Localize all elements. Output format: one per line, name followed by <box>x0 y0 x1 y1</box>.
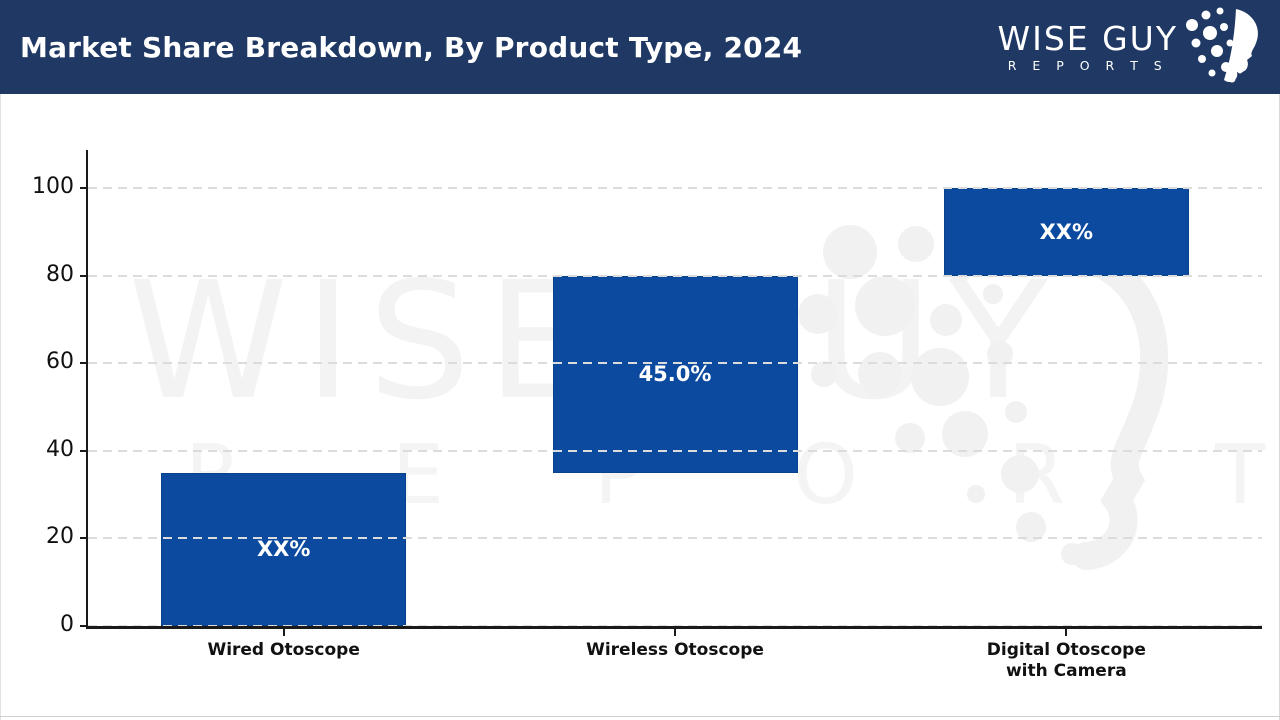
x-axis-category-label: Wireless Otoscope <box>586 640 764 660</box>
y-axis-line <box>86 150 88 628</box>
x-axis-category-label: Wired Otoscope <box>207 640 360 660</box>
y-gridline <box>88 537 1262 540</box>
y-axis-tick <box>80 537 88 540</box>
y-axis-tick <box>80 274 88 277</box>
y-axis-tick <box>80 449 88 452</box>
y-gridline <box>88 274 1262 277</box>
header-bar: Market Share Breakdown, By Product Type,… <box>0 0 1280 94</box>
bar-value-label: XX% <box>256 537 311 562</box>
logo-name: WISE GUY <box>997 18 1178 58</box>
x-axis-category-label: Digital Otoscope with Camera <box>986 640 1146 682</box>
bar-segment <box>552 275 798 473</box>
y-axis-tick-label: 40 <box>46 436 74 462</box>
bottom-border-line <box>0 716 1280 717</box>
y-axis-tick-label: 20 <box>46 524 74 550</box>
bar-value-label: 45.0% <box>638 362 712 387</box>
y-axis-tick-label: 60 <box>46 349 74 375</box>
x-axis-tick <box>282 629 285 636</box>
page-title: Market Share Breakdown, By Product Type,… <box>20 30 803 64</box>
x-axis-line <box>86 626 1262 629</box>
y-gridline <box>88 449 1262 452</box>
y-axis-tick-label: 80 <box>46 261 74 287</box>
y-axis-tick-label: 0 <box>60 612 74 637</box>
bar-value-label: XX% <box>1039 219 1094 244</box>
y-axis-tick <box>80 625 88 627</box>
wise-guy-reports-logo: WISE GUY R E P O R T S <box>997 5 1280 89</box>
y-axis-tick-label: 100 <box>32 174 74 199</box>
x-axis-tick <box>1065 629 1068 636</box>
y-axis-tick <box>80 187 88 189</box>
y-axis-tick <box>80 362 88 365</box>
y-gridline <box>88 362 1262 365</box>
logo-dotted-head-icon <box>1186 7 1258 83</box>
y-gridline <box>88 187 1262 189</box>
logo-tagline: R E P O R T S <box>1007 57 1168 73</box>
bar-segment <box>161 472 407 626</box>
x-axis-tick <box>674 629 676 636</box>
logo-text: WISE GUY R E P O R T S <box>997 22 1178 73</box>
